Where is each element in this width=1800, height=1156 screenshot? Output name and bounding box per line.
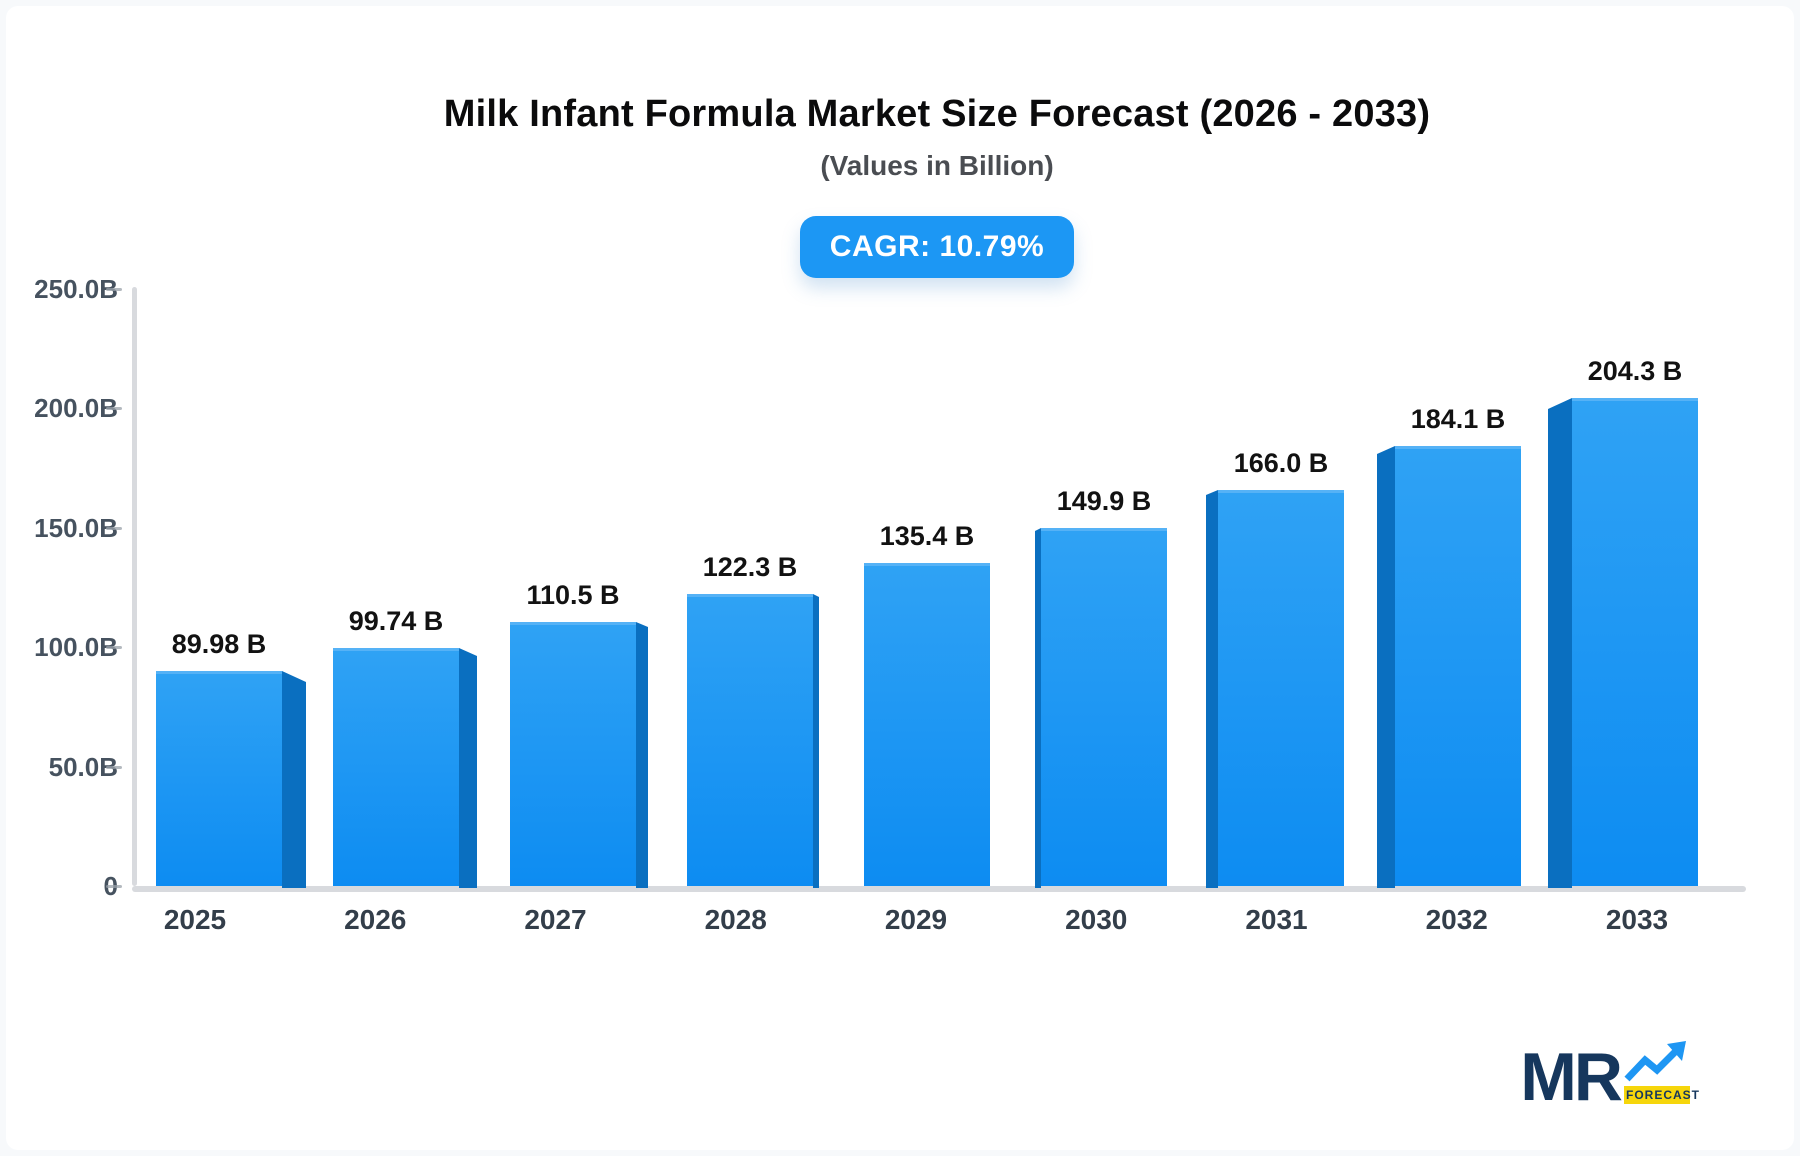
bar-side [1035, 528, 1041, 888]
x-tick-label: 2031 [1245, 904, 1308, 935]
bar-value-label: 99.74 B [348, 606, 444, 636]
bar-side [1206, 490, 1218, 888]
bar-front [333, 648, 459, 886]
y-axis-line [132, 287, 137, 886]
x-tick-label: 2033 [1605, 904, 1669, 935]
bar-value-label: 166.0 B [1233, 448, 1329, 478]
x-tick-label: 2028 [704, 904, 767, 935]
bar-side [636, 622, 648, 888]
bar-value-label: 89.98 B [171, 629, 267, 659]
cagr-badge: CAGR: 10.79% [799, 215, 1075, 278]
x-tick-label: 2025 [163, 904, 227, 935]
x-tick-label: 2026 [344, 904, 407, 935]
x-tick-label: 2027 [524, 904, 587, 935]
x-tick-label: 2029 [884, 904, 948, 935]
bar-side [1548, 398, 1572, 888]
y-tick-mark [106, 646, 122, 650]
y-tick-mark [106, 885, 122, 888]
y-tick-mark [106, 288, 122, 291]
logo-trend-arrow-icon [1624, 1041, 1686, 1082]
bar-front [1572, 398, 1698, 886]
plot-area: 0 50.0B 100.0B 150.0B 200.0B 250.0B 89.98 B 202… [6, 6, 1794, 1150]
bar-side [282, 671, 306, 888]
y-tick-label: 50.0B [48, 751, 118, 782]
bar-value-label: 184.1 B [1410, 404, 1506, 434]
bar-front [156, 671, 282, 886]
bar-front [1041, 528, 1167, 886]
bar-value-label: 135.4 B [879, 521, 975, 551]
bar-side [1377, 446, 1395, 888]
y-tick-label: 100.0B [34, 632, 118, 663]
page-subtitle: (Values in Billion) [820, 149, 1054, 181]
logo-right-column: FORECAST [1624, 1039, 1700, 1104]
bar-value-label: 110.5 B [526, 580, 620, 610]
y-tick-label: 200.0B [34, 393, 118, 424]
bar-front [1218, 490, 1344, 886]
x-tick-label: 2032 [1425, 904, 1488, 935]
y-tick-label: 150.0B [34, 512, 118, 543]
x-axis-line [132, 886, 1746, 892]
bar-front [687, 594, 813, 886]
bar-side [459, 648, 477, 888]
y-tick-mark [106, 407, 122, 411]
logo-forecast-tag: FORECAST [1624, 1086, 1700, 1104]
page-title: Milk Infant Formula Market Size Forecast… [443, 93, 1431, 135]
bar-value-label: 149.9 B [1056, 486, 1152, 516]
y-tick-label: 250.0B [34, 274, 118, 304]
brand-logo: MR FORECAST [1520, 1038, 1700, 1115]
y-tick-mark [106, 765, 122, 769]
bar-front [510, 622, 636, 886]
bar-side [813, 594, 819, 888]
logo-mr-text: MR [1520, 1038, 1623, 1115]
y-tick-label: 0 [6, 871, 118, 902]
bar-front [1395, 446, 1521, 886]
y-tick-mark [106, 526, 122, 530]
bar-value-label: 122.3 B [702, 552, 798, 582]
chart-header: Milk Infant Formula Market Size Forecast… [138, 92, 1736, 278]
bar-value-label: 204.3 B [1587, 356, 1683, 386]
x-tick-label: 2030 [1065, 904, 1128, 935]
bar-front [864, 563, 990, 886]
chart-card: Milk Infant Formula Market Size Forecast… [6, 6, 1794, 1150]
